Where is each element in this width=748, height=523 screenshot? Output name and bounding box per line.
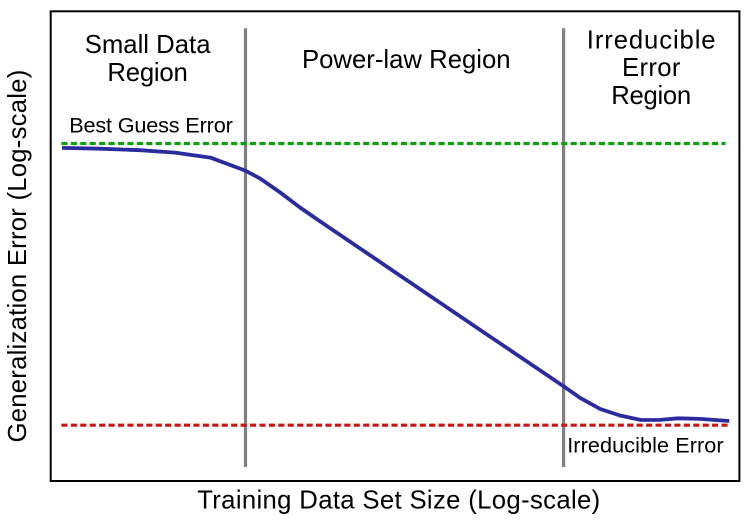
svg-text:Generalization Error (Log-scal: Generalization Error (Log-scale) [4,70,32,443]
svg-text:Best Guess Error: Best Guess Error [69,113,233,138]
svg-text:Irreducible Error: Irreducible Error [567,432,723,457]
svg-text:Region: Region [611,82,691,110]
svg-text:Small Data: Small Data [85,31,212,59]
svg-text:Power-law Region: Power-law Region [302,46,511,74]
svg-text:Region: Region [107,59,187,87]
svg-text:Irreducible: Irreducible [587,26,716,54]
svg-text:Training Data Set Size (Log-sc: Training Data Set Size (Log-scale) [197,486,600,514]
svg-text:Error: Error [622,54,681,82]
